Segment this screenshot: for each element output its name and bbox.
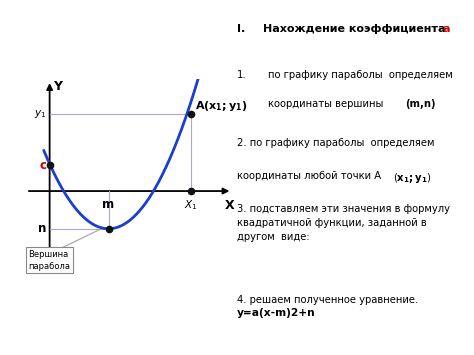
Text: m: m bbox=[102, 198, 115, 211]
Text: $\mathbf{A(x_1;y_1)}$: $\mathbf{A(x_1;y_1)}$ bbox=[194, 99, 247, 113]
Text: X: X bbox=[225, 199, 235, 212]
Text: Нахождение коэффициента: Нахождение коэффициента bbox=[263, 24, 449, 34]
Text: $y_1$: $y_1$ bbox=[34, 109, 46, 120]
Text: 1.: 1. bbox=[237, 70, 246, 80]
Text: c: c bbox=[40, 159, 46, 171]
Text: а: а bbox=[442, 24, 449, 34]
Text: 2. по графику параболы  определяем: 2. по графику параболы определяем bbox=[237, 138, 435, 148]
Text: 4. решаем полученное уравнение.: 4. решаем полученное уравнение. bbox=[237, 295, 418, 305]
Text: по графику параболы  определяем: по графику параболы определяем bbox=[268, 70, 453, 80]
Text: y=a(x-m)2+n: y=a(x-m)2+n bbox=[237, 308, 316, 318]
Text: (m,n): (m,n) bbox=[405, 99, 436, 109]
Text: Y: Y bbox=[53, 80, 62, 93]
Text: I.: I. bbox=[237, 24, 253, 34]
Text: n: n bbox=[38, 222, 46, 235]
Text: Вершина
парабола: Вершина парабола bbox=[28, 250, 71, 271]
Text: $X_1$: $X_1$ bbox=[184, 198, 198, 212]
Text: координаты вершины: координаты вершины bbox=[268, 99, 386, 109]
Text: $(\mathbf{x_1;y_1})$: $(\mathbf{x_1;y_1})$ bbox=[393, 171, 432, 185]
Text: 3. подставляем эти значения в формулу
квадратичной функции, заданной в
другом  в: 3. подставляем эти значения в формулу кв… bbox=[237, 204, 450, 242]
Text: координаты любой точки А: координаты любой точки А bbox=[237, 171, 384, 181]
